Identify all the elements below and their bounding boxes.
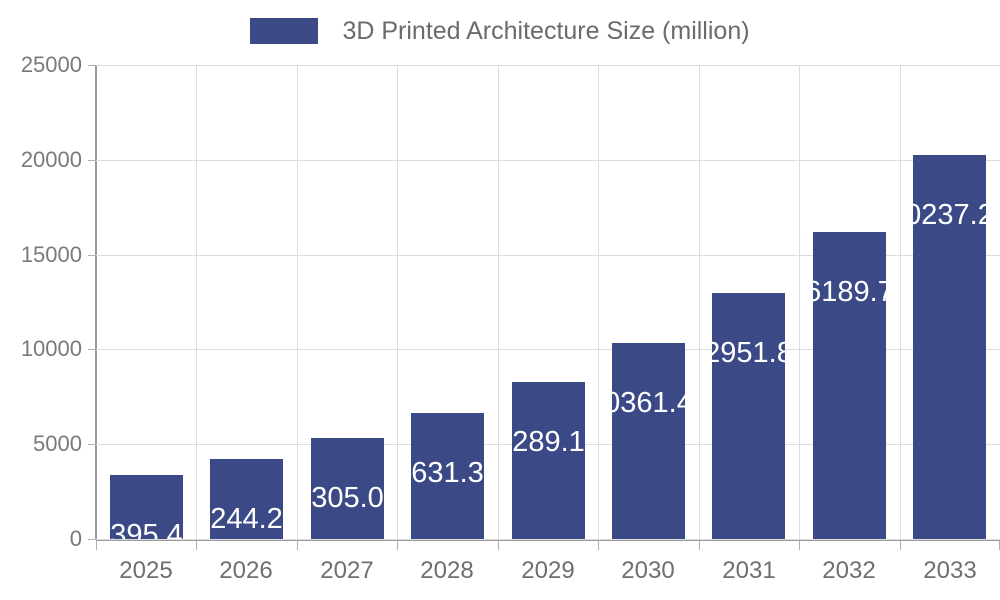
gridline-vertical [799, 65, 800, 539]
x-tick-label-2026: 2026 [219, 557, 273, 584]
x-tick-mark [498, 541, 499, 550]
y-tick-label: 15000 [20, 242, 82, 267]
gridline-vertical [598, 65, 599, 539]
legend-series-label: 3D Printed Architecture Size (million) [342, 16, 750, 45]
bar-rect [411, 413, 484, 539]
gridline-horizontal [96, 349, 1000, 350]
bar-rect [210, 459, 283, 539]
x-tick-label-2025: 2025 [119, 557, 173, 584]
bar-rect [913, 155, 986, 539]
bar-2032[interactable]: 16189.76 [813, 65, 886, 539]
x-tick-mark [397, 541, 398, 550]
y-tick-label: 0 [69, 526, 82, 551]
chart-legend: 3D Printed Architecture Size (million) [0, 12, 1000, 50]
y-tick-mark [88, 255, 96, 256]
y-tick-mark [88, 349, 96, 350]
y-tick-mark [88, 160, 96, 161]
bar-rect [712, 293, 785, 539]
x-tick-label-2031: 2031 [722, 557, 776, 584]
gridline-horizontal [96, 65, 1000, 66]
bar-rect [110, 475, 183, 539]
x-tick-mark [598, 541, 599, 550]
x-tick-mark [699, 541, 700, 550]
x-tick-label-2030: 2030 [621, 557, 675, 584]
x-tick-mark [900, 541, 901, 550]
gridline-vertical [297, 65, 298, 539]
x-tick-label-2029: 2029 [521, 557, 575, 584]
bar-value-label: 16189.76 [813, 276, 886, 308]
y-tick-mark [88, 65, 96, 66]
y-tick-label: 5000 [33, 431, 82, 456]
bar-value-label: 6631.33 [411, 457, 484, 489]
bar-2027[interactable]: 5305.00 [311, 65, 384, 539]
x-tick-mark [96, 541, 97, 550]
x-tick-mark [297, 541, 298, 550]
gridline-horizontal [96, 160, 1000, 161]
gridline-horizontal [96, 255, 1000, 256]
bar-rect [311, 438, 384, 539]
gridline-vertical [397, 65, 398, 539]
bar-rect [612, 343, 685, 539]
y-axis-line [95, 65, 97, 540]
x-tick-label-2033: 2033 [923, 557, 977, 584]
gridline-vertical [196, 65, 197, 539]
x-tick-mark [799, 541, 800, 550]
x-axis-line [96, 539, 1000, 541]
bar-rect [512, 382, 585, 539]
bar-value-label: 5305.00 [311, 482, 384, 514]
bar-value-label: 12951.81 [712, 337, 785, 369]
bar-2028[interactable]: 6631.33 [411, 65, 484, 539]
y-tick-mark [88, 539, 96, 540]
y-tick-label: 20000 [20, 147, 82, 172]
bar-value-label: 8289.16 [512, 426, 585, 458]
bar-rect [813, 232, 886, 539]
gridline-vertical [900, 65, 901, 539]
legend-color-swatch [250, 18, 319, 44]
gridline-vertical [498, 65, 499, 539]
y-tick-label: 10000 [20, 336, 82, 361]
bar-value-label: 20237.20 [913, 199, 986, 231]
x-tick-label-2028: 2028 [420, 557, 474, 584]
bar-2029[interactable]: 8289.16 [512, 65, 585, 539]
gridline-vertical [699, 65, 700, 539]
x-tick-label-2027: 2027 [320, 557, 374, 584]
y-tick-mark [88, 444, 96, 445]
x-tick-mark [196, 541, 197, 550]
bar-2033[interactable]: 20237.20 [913, 65, 986, 539]
x-tick-label-2032: 2032 [822, 557, 876, 584]
bar-2031[interactable]: 12951.81 [712, 65, 785, 539]
gridline-horizontal [96, 539, 1000, 540]
y-tick-label: 25000 [20, 52, 82, 77]
